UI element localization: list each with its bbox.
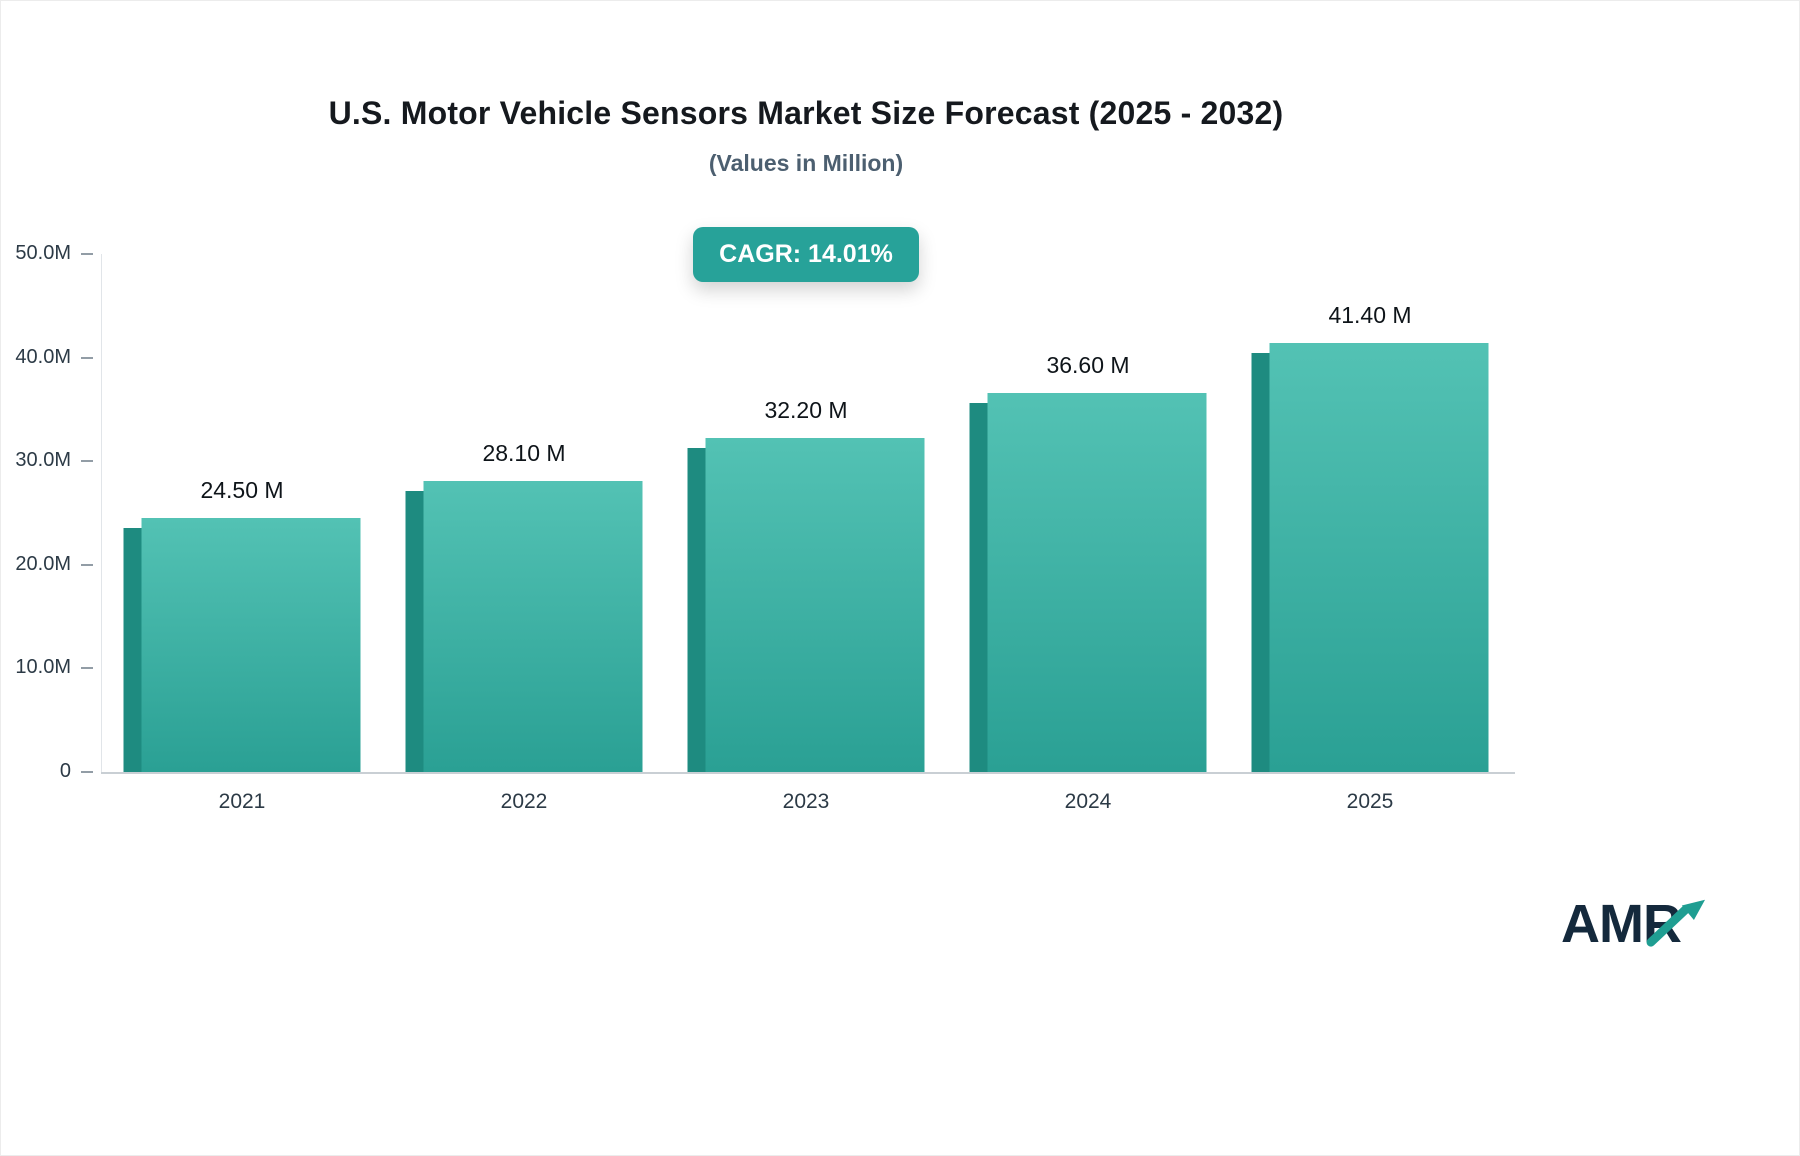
amr-logo-text: AMR [1561,894,1682,954]
y-axis-tick-label: 40.0M [15,345,71,368]
y-axis-tick-label: 30.0M [15,449,71,472]
bar-group-2023: 32.20 M 2023 [665,254,947,813]
bar-2021 [123,518,361,772]
bar-front-face [1269,343,1489,772]
bar-value-label: 24.50 M [200,477,284,503]
bar-group-2022: 28.10 M 2022 [383,254,665,813]
y-axis-tick-mark [81,771,93,773]
x-axis-label: 2025 [1346,790,1394,813]
bar-front-face [141,518,361,772]
bar-value-label: 32.20 M [764,397,848,423]
x-axis-label: 2022 [500,790,548,813]
cagr-badge-wrap: CAGR: 14.01% [1,227,1611,282]
bar-2023 [687,438,925,772]
y-axis-line [101,254,102,772]
y-axis-tick-mark [81,253,93,255]
cagr-badge: CAGR: 14.01% [693,227,919,282]
y-axis: 50.0M 40.0M 30.0M 20.0M 10.0M 0 [1,242,101,782]
bar-2022 [405,481,643,772]
bar-front-face [987,393,1207,772]
bar-side-face [1251,353,1270,772]
bar-side-face [405,491,424,772]
y-axis-tick-mark [81,667,93,670]
bar-group-2021: 24.50 M 2021 [101,254,383,813]
growth-arrow-icon [1646,899,1706,947]
bar-value-label: 28.10 M [482,440,566,466]
y-axis-tick-label: 20.0M [15,552,71,575]
bar-side-face [687,448,706,772]
bar-2025 [1251,343,1489,772]
y-axis-tick-mark [81,356,93,359]
bar-side-face [123,528,142,772]
bar-group-2025: 41.40 M 2025 [1229,254,1511,813]
x-axis-label: 2023 [782,790,830,813]
bar-chart: 50.0M 40.0M 30.0M 20.0M 10.0M 0 24.50 M 2021 28… [15,242,1515,813]
x-axis-line [101,772,1515,774]
bar-value-label: 41.40 M [1328,302,1412,328]
bar-front-face [705,438,925,772]
chart-subtitle: (Values in Million) [708,150,904,176]
x-axis-label: 2021 [218,790,266,813]
bar-group-2024: 36.60 M 2024 [947,254,1229,813]
y-axis-tick-mark [81,563,93,566]
y-axis-tick-label: 50.0M [15,242,71,264]
plot-area: 24.50 M 2021 28.10 M 2022 32.20 M 2023 36.60 M… [101,254,1511,813]
amr-logo: AMR [1561,893,1711,955]
y-axis-tick-label: 10.0M [15,656,71,679]
bar-2024 [969,393,1207,772]
y-axis-tick-label: 0 [59,760,71,782]
chart-title: U.S. Motor Vehicle Sensors Market Size F… [328,95,1284,131]
y-axis-tick-mark [81,460,93,463]
bar-side-face [969,403,988,772]
bar-value-label: 36.60 M [1046,352,1130,378]
x-axis-label: 2024 [1064,790,1112,813]
bar-front-face [423,481,643,772]
